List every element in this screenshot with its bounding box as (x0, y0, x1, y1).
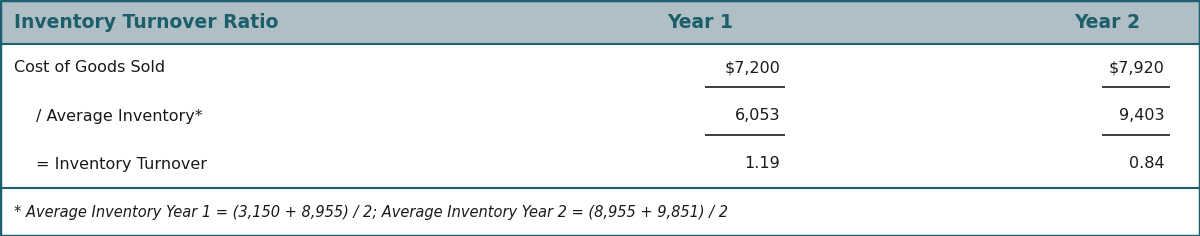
Text: $7,920: $7,920 (1109, 60, 1165, 76)
Text: 1.19: 1.19 (744, 156, 780, 172)
Text: = Inventory Turnover: = Inventory Turnover (36, 156, 208, 172)
Bar (0, 44, 1200, 188)
Bar (0, 188, 1200, 236)
Text: * Average Inventory Year 1 = (3,150 + 8,955) / 2; Average Inventory Year 2 = (8,: * Average Inventory Year 1 = (3,150 + 8,… (14, 205, 728, 219)
Text: / Average Inventory*: / Average Inventory* (36, 109, 203, 123)
Text: Year 1: Year 1 (667, 13, 733, 31)
Text: 0.84: 0.84 (1129, 156, 1165, 172)
Text: Inventory Turnover Ratio: Inventory Turnover Ratio (14, 13, 278, 31)
Bar (0, 0, 1200, 44)
Text: 6,053: 6,053 (734, 109, 780, 123)
Text: $7,200: $7,200 (724, 60, 780, 76)
Text: Cost of Goods Sold: Cost of Goods Sold (14, 60, 166, 76)
Text: 9,403: 9,403 (1120, 109, 1165, 123)
Text: Year 2: Year 2 (1074, 13, 1140, 31)
